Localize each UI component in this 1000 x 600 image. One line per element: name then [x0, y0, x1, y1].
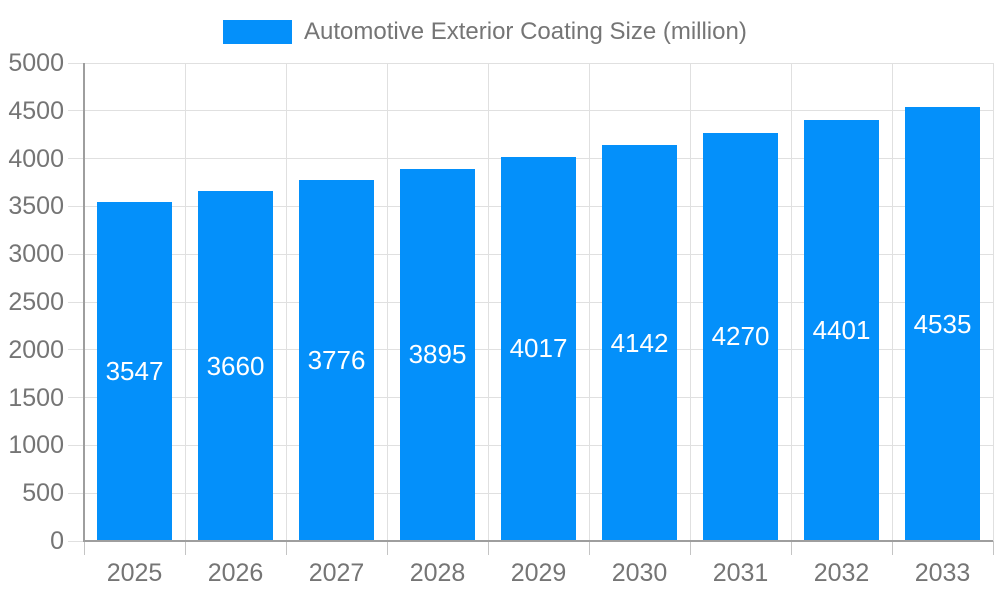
v-gridline: [386, 63, 388, 541]
x-axis-tick: [83, 541, 85, 555]
bar: 3547: [97, 201, 172, 541]
y-axis-tick: [68, 62, 84, 64]
bar-value-label: 3547: [105, 355, 164, 386]
x-axis-label: 2030: [611, 559, 668, 587]
bar-value-label: 3776: [307, 344, 366, 375]
bar: 4270: [703, 132, 778, 541]
y-axis-tick: [68, 444, 84, 446]
v-gridline: [891, 63, 893, 541]
x-axis-tick: [386, 541, 388, 555]
y-axis-tick: [68, 205, 84, 207]
legend: Automotive Exterior Coating Size (millio…: [223, 18, 747, 46]
x-axis-tick: [790, 541, 792, 555]
bar: 4535: [905, 107, 980, 541]
x-axis-label: 2025: [106, 559, 163, 587]
x-axis-label: 2033: [914, 559, 971, 587]
bar: 3895: [400, 168, 475, 541]
bar-value-label: 3660: [206, 350, 265, 381]
y-axis-label: 4500: [8, 96, 64, 125]
y-axis-tick: [68, 397, 84, 399]
y-axis-label: 1000: [8, 431, 64, 460]
y-axis-tick: [68, 540, 84, 542]
y-axis-label: 2500: [8, 288, 64, 316]
x-axis-tick: [689, 541, 691, 555]
y-axis-tick: [68, 301, 84, 303]
bar: 4142: [602, 145, 677, 541]
bar-value-label: 4401: [812, 315, 871, 346]
bar-value-label: 4270: [711, 321, 770, 352]
y-axis-label: 0: [50, 527, 64, 555]
y-axis-tick: [68, 492, 84, 494]
legend-swatch-icon: [223, 20, 292, 44]
h-gridline: [84, 62, 993, 64]
y-axis-label: 3500: [8, 192, 64, 221]
legend-label: Automotive Exterior Coating Size (millio…: [304, 18, 747, 45]
x-axis-label: 2032: [813, 559, 870, 587]
bar-value-label: 3895: [408, 339, 467, 370]
v-gridline: [790, 63, 792, 541]
bar-value-label: 4017: [509, 333, 568, 364]
y-axis-label: 4000: [8, 144, 64, 173]
x-axis-tick: [285, 541, 287, 555]
bar: 3776: [299, 180, 374, 541]
y-axis-tick: [68, 253, 84, 255]
x-axis-tick: [891, 541, 893, 555]
bar-value-label: 4142: [610, 327, 669, 358]
v-gridline: [588, 63, 590, 541]
bar: 4401: [804, 120, 879, 541]
y-axis-label: 1500: [8, 383, 64, 412]
y-axis-label: 5000: [8, 49, 64, 77]
v-gridline: [992, 63, 994, 541]
x-axis-label: 2027: [308, 559, 365, 587]
x-axis-label: 2026: [207, 559, 264, 587]
x-axis-tick: [184, 541, 186, 555]
x-axis-line: [84, 540, 993, 542]
bar: 4017: [501, 156, 576, 541]
y-axis-label: 2000: [8, 335, 64, 364]
y-axis-tick: [68, 110, 84, 112]
x-axis-label: 2029: [510, 559, 567, 587]
y-axis-tick: [68, 349, 84, 351]
v-gridline: [184, 63, 186, 541]
v-gridline: [487, 63, 489, 541]
x-axis-tick: [487, 541, 489, 555]
y-axis-label: 3000: [8, 240, 64, 269]
x-axis-label: 2028: [409, 559, 466, 587]
bar: 3660: [198, 191, 273, 541]
v-gridline: [285, 63, 287, 541]
x-axis-tick: [588, 541, 590, 555]
x-axis-tick: [992, 541, 994, 555]
bar-value-label: 4535: [913, 308, 972, 339]
x-axis-label: 2031: [712, 559, 769, 587]
h-gridline: [84, 110, 993, 112]
y-axis-tick: [68, 158, 84, 160]
y-axis-line: [83, 63, 85, 542]
v-gridline: [689, 63, 691, 541]
y-axis-label: 500: [22, 479, 64, 508]
